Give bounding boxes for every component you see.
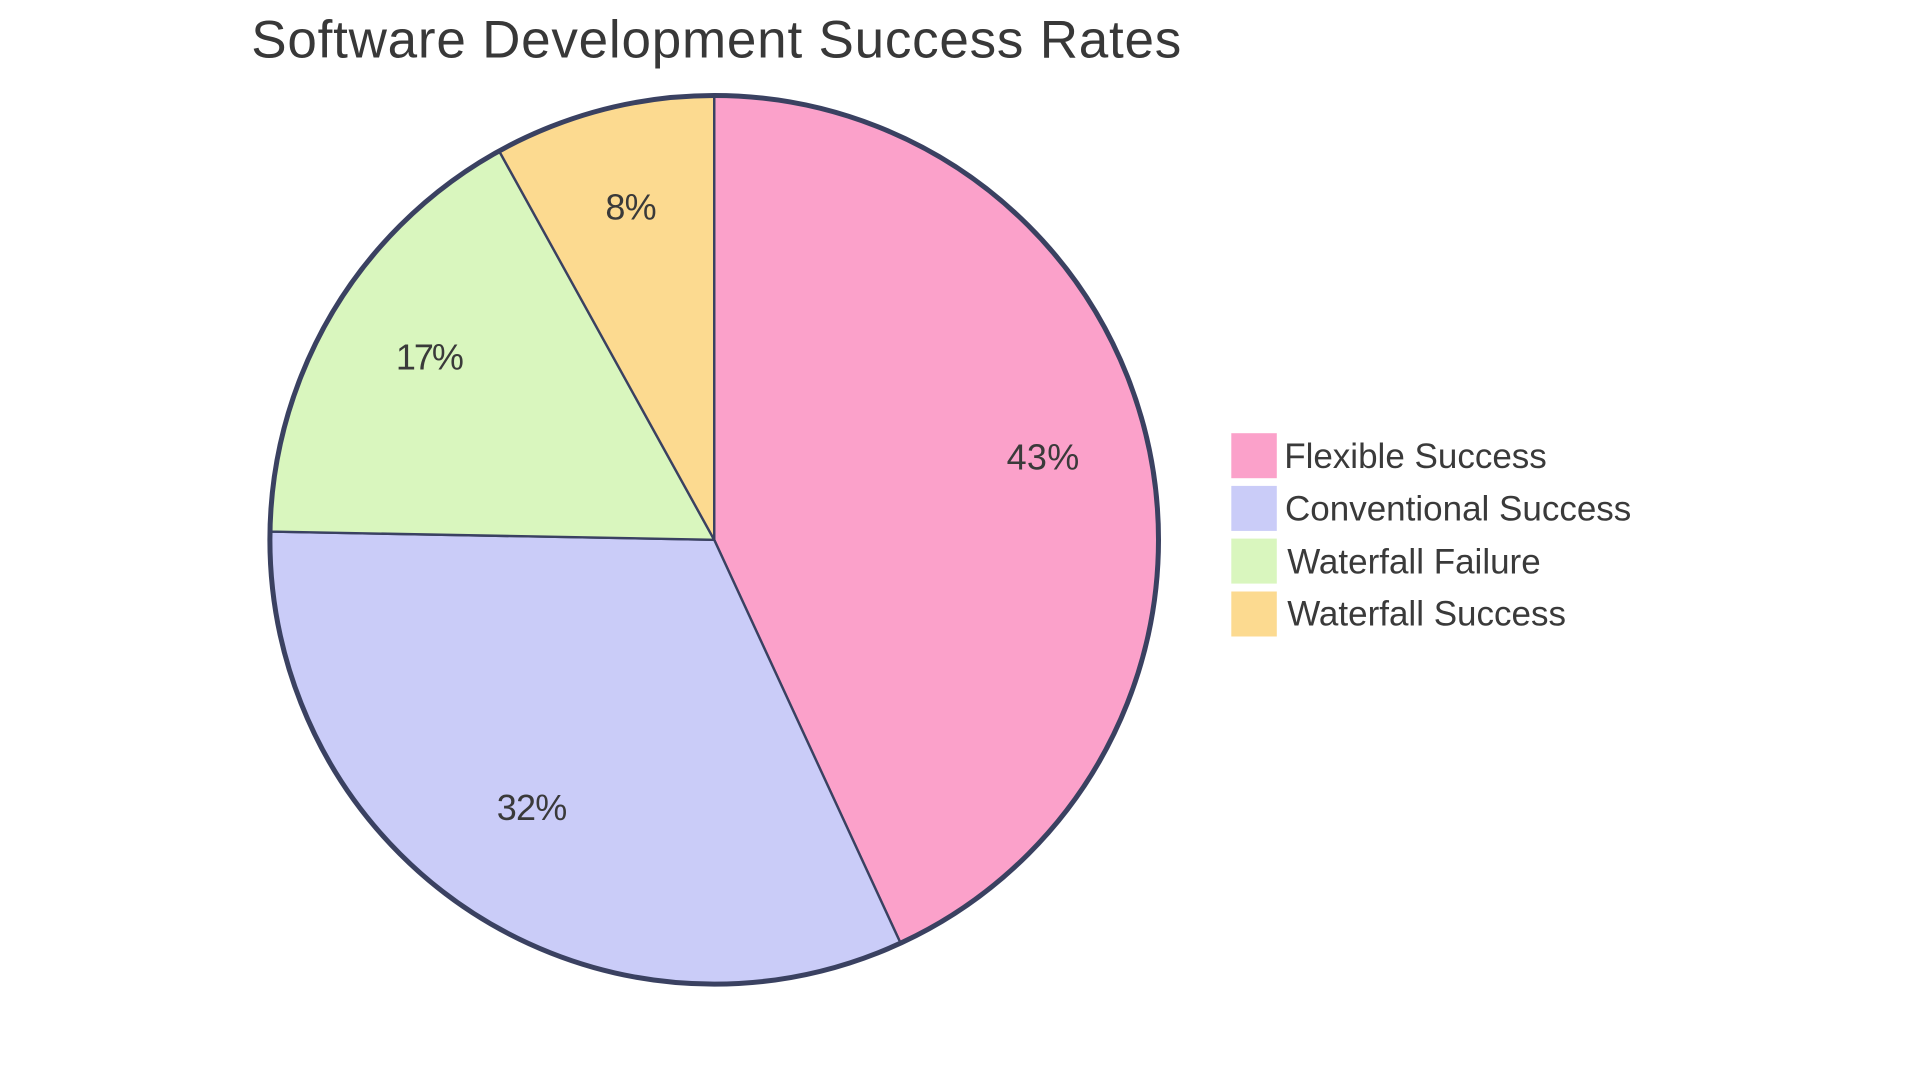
svg-text:17%: 17% [396, 337, 463, 378]
svg-text:Flexible Success: Flexible Success [1284, 437, 1547, 476]
svg-text:32%: 32% [497, 787, 567, 828]
svg-text:Waterfall Failure: Waterfall Failure [1287, 542, 1541, 581]
svg-text:Waterfall Success: Waterfall Success [1287, 594, 1566, 633]
svg-text:8%: 8% [605, 187, 655, 228]
svg-text:43%: 43% [1007, 437, 1080, 478]
svg-text:Conventional Success: Conventional Success [1285, 489, 1631, 528]
svg-text:Software Development Success R: Software Development Success Rates [251, 10, 1182, 69]
